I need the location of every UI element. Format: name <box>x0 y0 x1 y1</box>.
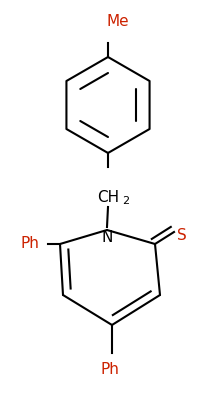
Text: 2: 2 <box>122 196 129 206</box>
Text: Me: Me <box>107 14 129 30</box>
Text: Ph: Ph <box>21 237 39 251</box>
Text: CH: CH <box>97 190 119 205</box>
Text: Ph: Ph <box>100 363 119 377</box>
Text: S: S <box>177 229 187 243</box>
Text: N: N <box>101 231 113 245</box>
